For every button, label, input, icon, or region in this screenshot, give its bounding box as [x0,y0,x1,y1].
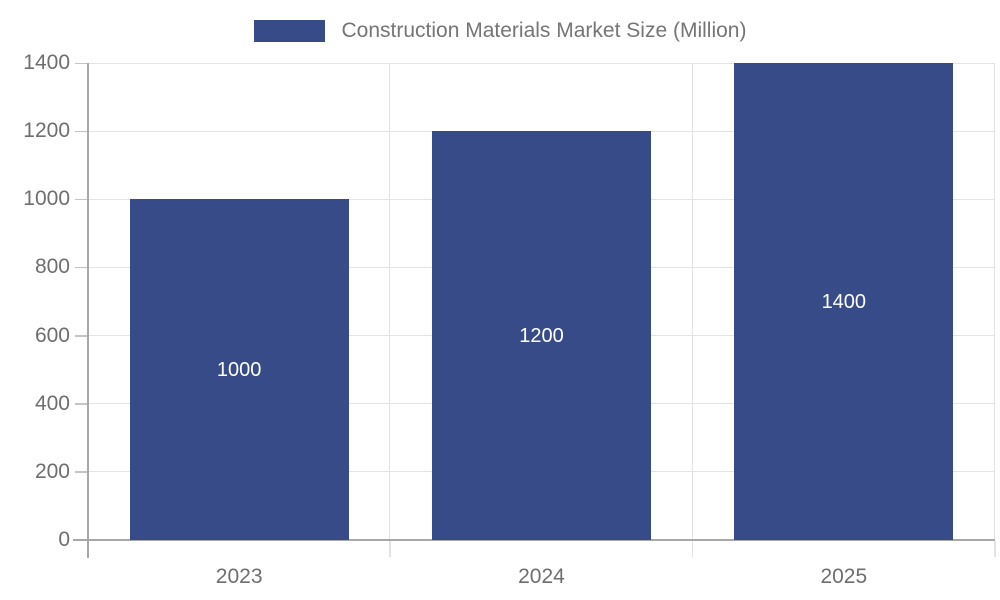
y-tick-label: 1000 [23,187,70,211]
gridline-horizontal [88,62,995,64]
x-axis-tick [389,541,391,557]
x-tick-label: 2023 [215,565,263,588]
y-axis-tick [75,266,88,269]
y-tick-label: 200 [34,459,70,483]
gridline-vertical [389,63,391,540]
bar-2023[interactable] [129,199,349,540]
legend-swatch [253,20,325,42]
x-tick-label: 2025 [820,565,868,588]
x-axis-tick [994,541,996,557]
y-axis-tick [75,198,88,201]
y-tick-label: 600 [34,323,70,347]
bar-2025[interactable] [734,63,954,540]
plot-area: 1000 1200 1400 0 200 400 600 800 1000 1200 1400 202… [23,51,996,588]
bar-2024[interactable] [432,131,651,540]
gridline-vertical [691,63,693,540]
bar-value-label: 1000 [216,358,262,381]
y-axis-line [87,63,89,558]
y-axis-tick [75,130,88,133]
y-tick-label: 1400 [23,51,70,74]
x-axis-tick [691,541,694,557]
legend-label: Construction Materials Market Size (Mill… [341,19,747,42]
x-tick-label: 2024 [518,565,565,588]
y-tick-label: 800 [34,255,70,279]
y-tick-label: 0 [58,528,70,551]
chart-legend[interactable]: Construction Materials Market Size (Mill… [0,16,1000,46]
x-axis-line [73,539,995,541]
y-axis-tick [75,335,88,337]
y-axis-tick [75,62,88,64]
y-tick-label: 1200 [23,119,70,143]
y-axis-tick [75,471,88,473]
y-axis-tick [75,403,88,405]
bar-value-label: 1200 [519,324,564,347]
y-tick-label: 400 [34,391,70,415]
bar-value-label: 1400 [821,290,867,313]
gridline-vertical [994,63,995,540]
